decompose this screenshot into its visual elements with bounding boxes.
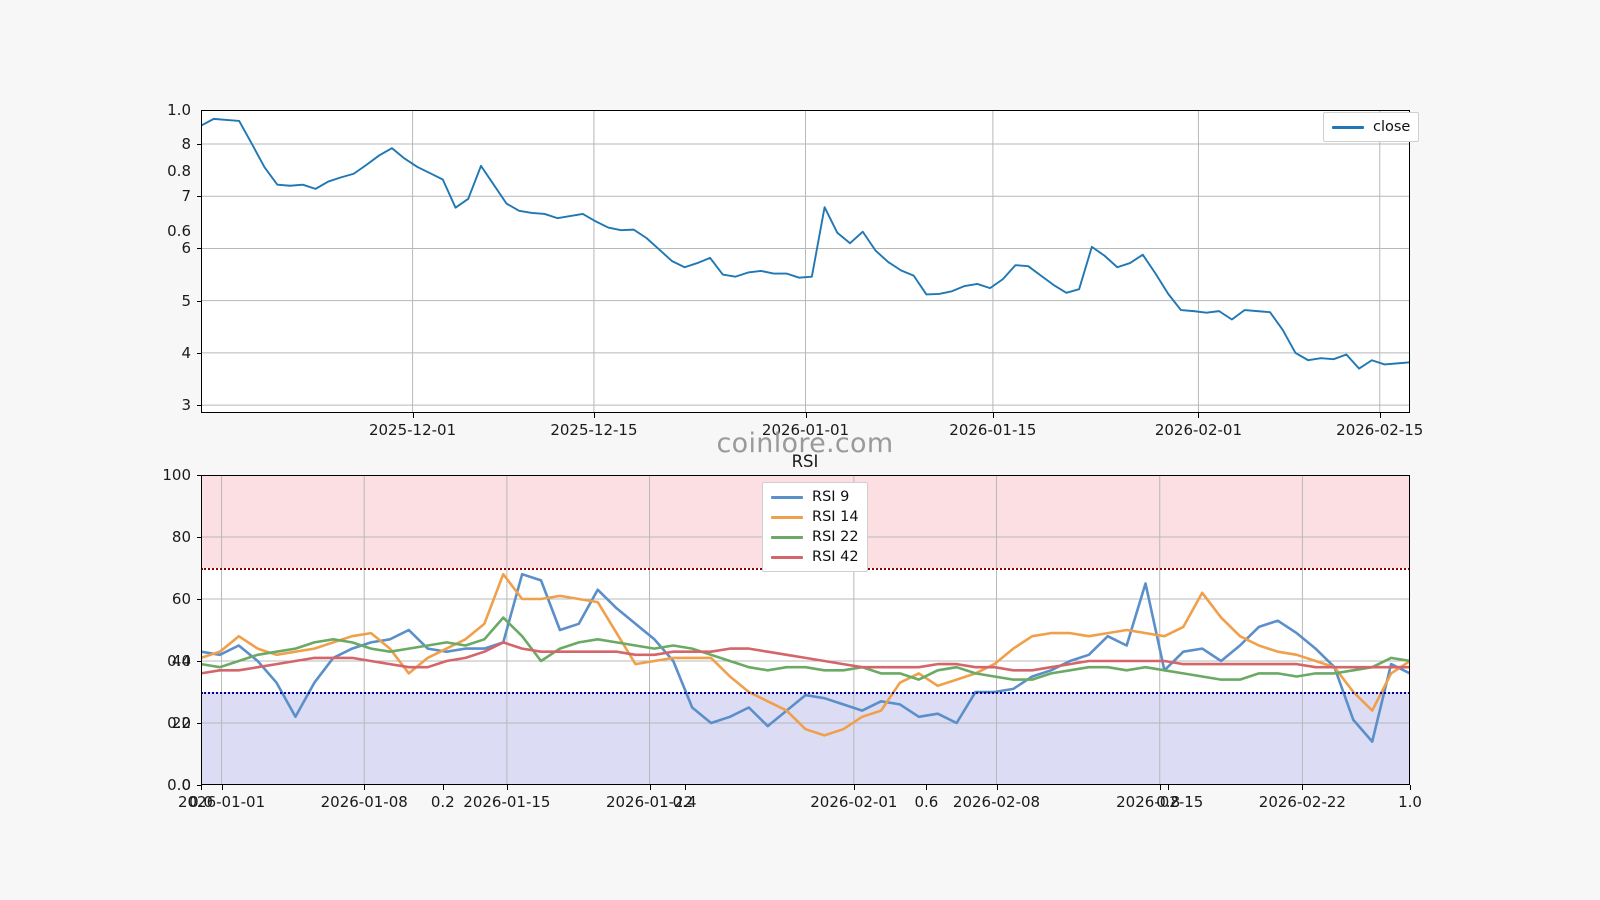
legend-swatch-icon <box>1332 125 1364 129</box>
rsi-secondary-x-tick: 0.2 <box>430 793 455 811</box>
rsi-x-tick: 2026-01-08 <box>320 793 408 811</box>
rsi-legend-label: RSI 14 <box>812 508 859 525</box>
tick-mark <box>197 599 201 600</box>
price-y-tick: 8 <box>181 134 191 153</box>
tick-mark <box>201 785 202 790</box>
rsi-plot-area <box>201 475 1410 785</box>
tick-mark <box>197 723 201 724</box>
tick-mark <box>506 785 508 790</box>
rsi-secondary-y-tick: 0.2 <box>167 714 191 732</box>
rsi-legend-label: RSI 22 <box>812 528 859 545</box>
price-y-tick: 4 <box>181 343 191 362</box>
rsi-legend-label: RSI 42 <box>812 548 859 565</box>
price-secondary-y-tick: 0.6 <box>167 222 191 241</box>
tick-mark <box>197 785 201 786</box>
rsi-legend-label: RSI 9 <box>812 488 850 505</box>
tick-mark <box>197 661 201 662</box>
price-y-tick: 7 <box>181 187 191 206</box>
tick-mark <box>1379 413 1381 418</box>
tick-mark <box>853 785 855 790</box>
rsi-legend: RSI 9 RSI 14 RSI 22 RSI 42 <box>762 482 868 572</box>
rsi-y-tick: 60 <box>171 590 191 608</box>
price-plot-area <box>201 110 1410 413</box>
rsi-y-tick: 40 <box>171 652 191 670</box>
tick-mark <box>364 785 366 790</box>
rsi-secondary-x-tick: 0.4 <box>672 793 697 811</box>
rsi-legend-item: RSI 42 <box>771 547 859 567</box>
tick-mark <box>1410 785 1411 790</box>
rsi-secondary-x-tick: 0.8 <box>1156 793 1181 811</box>
price-x-tick: 2025-12-15 <box>550 421 638 439</box>
tick-mark <box>442 785 444 790</box>
tick-mark <box>197 405 201 407</box>
rsi-secondary-x-tick: 1.0 <box>1398 793 1422 811</box>
watermark: coinlore.com <box>716 428 894 459</box>
tick-mark <box>1159 785 1161 790</box>
rsi-x-tick: 2026-02-08 <box>952 793 1041 811</box>
oversold-band <box>201 692 1410 785</box>
rsi-y-tick: 0 <box>181 776 191 794</box>
price-legend-label: close <box>1373 118 1411 135</box>
tick-mark <box>412 413 414 418</box>
rsi-chart-panel <box>201 475 1410 785</box>
rsi-x-tick: 2026-01-01 <box>177 793 266 811</box>
rsi-title: RSI <box>791 452 819 471</box>
rsi-y-tick: 100 <box>162 466 191 484</box>
price-legend-item: close <box>1332 117 1410 137</box>
rsi-x-tick: 2026-01-22 <box>605 793 694 811</box>
tick-mark <box>197 196 201 198</box>
tick-mark <box>197 300 201 302</box>
price-x-tick: 2026-01-15 <box>949 421 1037 439</box>
legend-swatch-icon <box>771 555 803 559</box>
rsi-legend-item: RSI 14 <box>771 507 859 527</box>
tick-mark <box>684 785 686 790</box>
rsi-secondary-y-tick: 0.4 <box>167 652 191 670</box>
tick-mark <box>1302 785 1304 790</box>
tick-mark <box>1198 413 1200 418</box>
price-x-tick: 2026-02-15 <box>1336 421 1424 439</box>
rsi-legend-item: RSI 9 <box>771 487 859 507</box>
legend-swatch-icon <box>771 495 803 499</box>
tick-mark <box>926 785 928 790</box>
legend-swatch-icon <box>771 535 803 539</box>
tick-mark <box>996 785 998 790</box>
price-x-tick: 2026-01-01 <box>761 421 850 439</box>
tick-mark <box>197 537 201 538</box>
rsi-legend-item: RSI 22 <box>771 527 859 547</box>
price-chart-panel <box>201 110 1410 413</box>
rsi-secondary-x-tick: 0.0 <box>189 793 213 811</box>
tick-mark <box>1168 785 1170 790</box>
oversold-threshold-line <box>201 692 1410 694</box>
rsi-secondary-y-tick: 0.0 <box>167 776 191 794</box>
rsi-plot-frame <box>201 475 1410 785</box>
tick-mark <box>197 143 201 145</box>
tick-mark <box>197 352 201 354</box>
tick-mark <box>992 413 994 418</box>
price-x-tick: 2026-02-01 <box>1154 421 1243 439</box>
price-x-tick: 2025-12-01 <box>368 421 457 439</box>
legend-swatch-icon <box>771 515 803 519</box>
price-y-tick: 6 <box>181 239 191 258</box>
rsi-x-tick: 2026-02-01 <box>810 793 898 811</box>
rsi-secondary-x-tick: 0.6 <box>914 793 939 811</box>
price-y-tick: 5 <box>181 291 191 310</box>
rsi-y-tick: 20 <box>171 714 191 732</box>
rsi-x-tick: 2026-02-15 <box>1116 793 1204 811</box>
tick-mark <box>197 475 201 476</box>
price-secondary-y-tick: 0.8 <box>167 161 191 180</box>
price-legend: close <box>1323 112 1420 142</box>
tick-mark <box>649 785 651 790</box>
tick-mark <box>197 248 201 250</box>
rsi-x-tick: 2026-01-15 <box>463 793 551 811</box>
tick-mark <box>593 413 595 418</box>
price-plot-frame <box>201 110 1410 413</box>
tick-mark <box>805 413 807 418</box>
price-y-tick: 3 <box>181 396 191 415</box>
price-secondary-y-tick: 1.0 <box>167 101 191 119</box>
rsi-x-tick: 2026-02-22 <box>1258 793 1346 811</box>
tick-mark <box>221 785 223 790</box>
rsi-y-tick: 80 <box>171 528 191 546</box>
